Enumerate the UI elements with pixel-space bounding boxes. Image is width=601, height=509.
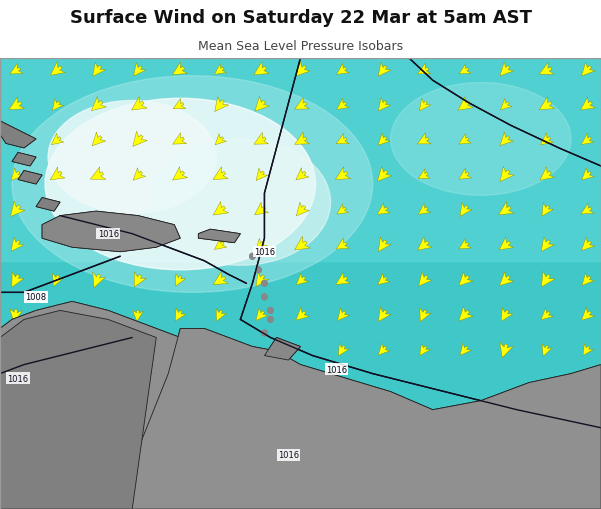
Text: Surface Wind on Saturday 22 Mar at 5am AST: Surface Wind on Saturday 22 Mar at 5am A…: [70, 9, 531, 26]
Polygon shape: [42, 212, 180, 252]
Ellipse shape: [249, 253, 255, 260]
Polygon shape: [0, 302, 180, 509]
Ellipse shape: [150, 139, 331, 266]
Polygon shape: [36, 198, 60, 212]
Ellipse shape: [261, 294, 267, 300]
Ellipse shape: [12, 76, 373, 293]
Text: 1016: 1016: [7, 374, 29, 383]
Polygon shape: [0, 311, 156, 509]
Polygon shape: [18, 171, 42, 185]
Ellipse shape: [261, 294, 267, 300]
Polygon shape: [12, 153, 36, 166]
Text: 1016: 1016: [254, 248, 275, 257]
Ellipse shape: [261, 280, 267, 287]
Text: Mean Sea Level Pressure Isobars: Mean Sea Level Pressure Isobars: [198, 40, 403, 53]
Bar: [0, 59, 601, 261]
Polygon shape: [36, 198, 60, 212]
Ellipse shape: [45, 99, 316, 270]
Polygon shape: [198, 230, 240, 243]
Polygon shape: [0, 122, 36, 149]
Text: 1016: 1016: [326, 365, 347, 374]
Polygon shape: [0, 311, 156, 509]
Ellipse shape: [267, 307, 273, 314]
Text: 1008: 1008: [25, 293, 47, 302]
Polygon shape: [0, 302, 180, 509]
Polygon shape: [18, 171, 42, 185]
Ellipse shape: [261, 330, 267, 336]
Ellipse shape: [249, 253, 255, 260]
Polygon shape: [108, 329, 601, 509]
Ellipse shape: [261, 330, 267, 336]
Ellipse shape: [267, 307, 273, 314]
Polygon shape: [42, 212, 180, 252]
Ellipse shape: [267, 317, 273, 323]
Ellipse shape: [267, 317, 273, 323]
Ellipse shape: [255, 267, 261, 273]
Text: 1016: 1016: [254, 248, 275, 257]
Text: 1016: 1016: [278, 450, 299, 460]
Polygon shape: [108, 329, 601, 509]
Text: 1016: 1016: [7, 374, 29, 383]
Polygon shape: [12, 153, 36, 166]
Text: 1008: 1008: [25, 293, 47, 302]
Polygon shape: [198, 230, 240, 243]
Ellipse shape: [48, 101, 216, 214]
Text: 1016: 1016: [97, 230, 119, 239]
Ellipse shape: [391, 83, 571, 196]
Ellipse shape: [255, 267, 261, 273]
Ellipse shape: [261, 280, 267, 287]
Text: 1016: 1016: [278, 450, 299, 460]
Polygon shape: [264, 338, 300, 360]
Text: 1016: 1016: [97, 230, 119, 239]
Polygon shape: [0, 122, 36, 149]
Polygon shape: [264, 338, 300, 360]
Text: 1016: 1016: [326, 365, 347, 374]
